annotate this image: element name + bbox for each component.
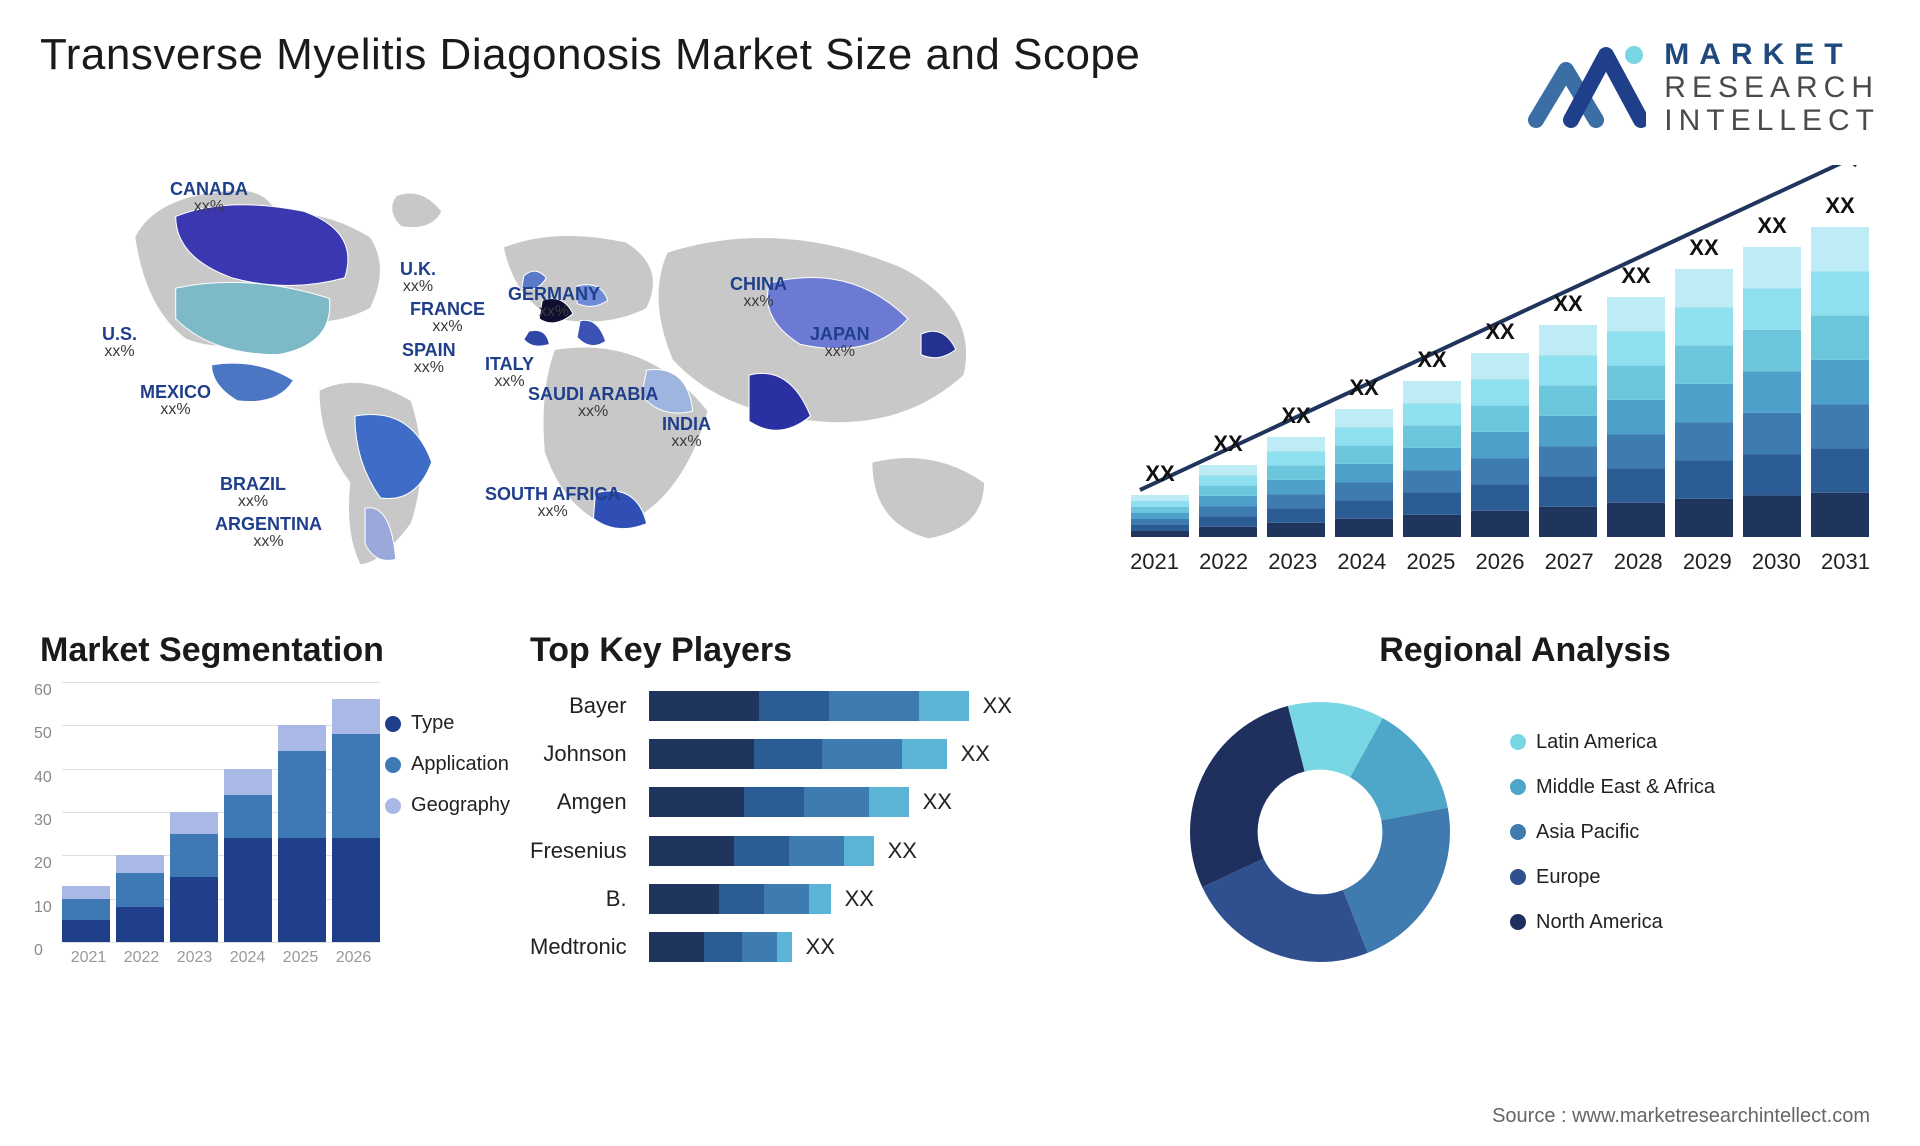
key-player-value: XX	[845, 886, 874, 912]
growth-x-label: 2023	[1258, 549, 1327, 585]
brand-logo: MARKET RESEARCH INTELLECT	[1526, 30, 1880, 145]
segmentation-y-tick: 0	[34, 942, 43, 960]
key-player-name: Bayer	[530, 693, 627, 719]
map-country-label: ARGENTINAxx%	[215, 515, 322, 551]
map-country-label: SPAINxx%	[402, 341, 456, 377]
brand-text-3: INTELLECT	[1664, 104, 1880, 137]
key-player-bar: XX	[649, 739, 1140, 769]
regional-legend-item: Asia Pacific	[1510, 821, 1715, 844]
growth-bar-value: XX	[1470, 319, 1530, 345]
growth-x-label: 2024	[1327, 549, 1396, 585]
segmentation-y-tick: 20	[34, 855, 52, 873]
key-player-name: B.	[530, 886, 627, 912]
segmentation-title: Market Segmentation	[40, 631, 500, 670]
key-player-name: Medtronic	[530, 934, 627, 960]
growth-x-label: 2030	[1742, 549, 1811, 585]
regional-legend-item: North America	[1510, 911, 1715, 934]
regional-title: Regional Analysis	[1170, 631, 1880, 670]
map-country-label: BRAZILxx%	[220, 475, 286, 511]
key-player-value: XX	[923, 789, 952, 815]
segmentation-legend: Type Application Geography	[385, 712, 510, 817]
key-players-panel: Top Key Players Bayer Johnson Amgen Freseni…	[530, 631, 1140, 971]
segmentation-x-label: 2025	[283, 949, 319, 967]
map-country-label: U.S.xx%	[102, 325, 137, 361]
regional-donut-chart	[1170, 682, 1470, 982]
segmentation-panel: Market Segmentation TypeApplicationGeogr…	[40, 631, 500, 971]
map-country-label: SOUTH AFRICAxx%	[485, 485, 620, 521]
map-country-label: CHINAxx%	[730, 275, 787, 311]
key-player-value: XX	[983, 693, 1012, 719]
map-country-label: ITALYxx%	[485, 355, 534, 391]
regional-legend-item: Middle East & Africa	[1510, 776, 1715, 799]
map-country-label: MEXICOxx%	[140, 383, 211, 419]
regional-panel: Regional Analysis Latin America Middle Ea…	[1170, 631, 1880, 971]
key-players-title: Top Key Players	[530, 631, 1140, 670]
growth-x-label: 2021	[1120, 549, 1189, 585]
growth-bar-value: XX	[1538, 291, 1598, 317]
key-player-name: Amgen	[530, 789, 627, 815]
source-attribution: Source : www.marketresearchintellect.com	[1492, 1105, 1870, 1128]
key-player-name: Johnson	[530, 741, 627, 767]
growth-bar-value: XX	[1810, 193, 1870, 219]
key-player-bar: XX	[649, 787, 1140, 817]
key-player-name: Fresenius	[530, 838, 627, 864]
growth-x-label: 2028	[1604, 549, 1673, 585]
segmentation-y-tick: 60	[34, 682, 52, 700]
growth-x-label: 2031	[1811, 549, 1880, 585]
map-country-label: JAPANxx%	[810, 325, 870, 361]
regional-legend: Latin America Middle East & Africa Asia Pa…	[1510, 731, 1715, 934]
map-country-label: GERMANYxx%	[508, 285, 600, 321]
map-country-label: CANADAxx%	[170, 180, 248, 216]
map-country-label: FRANCExx%	[410, 300, 485, 336]
map-country-label: SAUDI ARABIAxx%	[528, 385, 658, 421]
segmentation-y-tick: 30	[34, 812, 52, 830]
segmentation-legend-item: Geography	[385, 794, 510, 817]
regional-legend-item: Europe	[1510, 866, 1715, 889]
growth-bar-value: XX	[1674, 235, 1734, 261]
map-country-label: U.K.xx%	[400, 260, 436, 296]
regional-legend-item: Latin America	[1510, 731, 1715, 754]
growth-bar-value: XX	[1334, 375, 1394, 401]
growth-x-label: 2025	[1396, 549, 1465, 585]
growth-bar-value: XX	[1266, 403, 1326, 429]
growth-bar-value: XX	[1742, 213, 1802, 239]
key-player-value: XX	[806, 934, 835, 960]
key-players-bars: XXXXXXXXXXXX	[649, 682, 1140, 971]
segmentation-x-label: 2021	[71, 949, 107, 967]
key-player-bar: XX	[649, 884, 1140, 914]
growth-bar-value: XX	[1198, 431, 1258, 457]
page-title: Transverse Myelitis Diagonosis Market Si…	[40, 30, 1140, 80]
growth-bar-value: XX	[1130, 461, 1190, 487]
segmentation-x-label: 2022	[124, 949, 160, 967]
segmentation-x-label: 2024	[230, 949, 266, 967]
growth-bar-value: XX	[1606, 263, 1666, 289]
brand-text-2: RESEARCH	[1664, 71, 1880, 104]
growth-bar-value: XX	[1402, 347, 1462, 373]
segmentation-y-tick: 40	[34, 769, 52, 787]
segmentation-legend-item: Type	[385, 712, 510, 735]
key-player-bar: XX	[649, 691, 1140, 721]
growth-x-label: 2029	[1673, 549, 1742, 585]
world-map-chart: CANADAxx% U.S.xx%MEXICOxx% BRAZILxx% ARGENT…	[40, 155, 1110, 585]
brand-text-1: MARKET	[1664, 38, 1880, 71]
key-player-bar: XX	[649, 932, 1140, 962]
segmentation-x-label: 2023	[177, 949, 213, 967]
growth-x-label: 2022	[1189, 549, 1258, 585]
segmentation-chart: TypeApplicationGeography 010203040506020…	[40, 682, 500, 971]
segmentation-x-label: 2026	[336, 949, 372, 967]
segmentation-legend-item: Application	[385, 753, 510, 776]
key-player-bar: XX	[649, 836, 1140, 866]
growth-x-label: 2026	[1465, 549, 1534, 585]
key-player-value: XX	[961, 741, 990, 767]
key-players-labels: Bayer Johnson Amgen Fresenius B. Medtronic	[530, 682, 631, 971]
segmentation-y-tick: 10	[34, 899, 52, 917]
key-player-value: XX	[888, 838, 917, 864]
brand-mark-icon	[1526, 30, 1646, 145]
segmentation-y-tick: 50	[34, 725, 52, 743]
growth-bar-chart: XXXXXXXXXXXXXXXXXXXXXX 20212022202320242…	[1120, 155, 1880, 585]
growth-x-label: 2027	[1535, 549, 1604, 585]
map-country-label: INDIAxx%	[662, 415, 711, 451]
